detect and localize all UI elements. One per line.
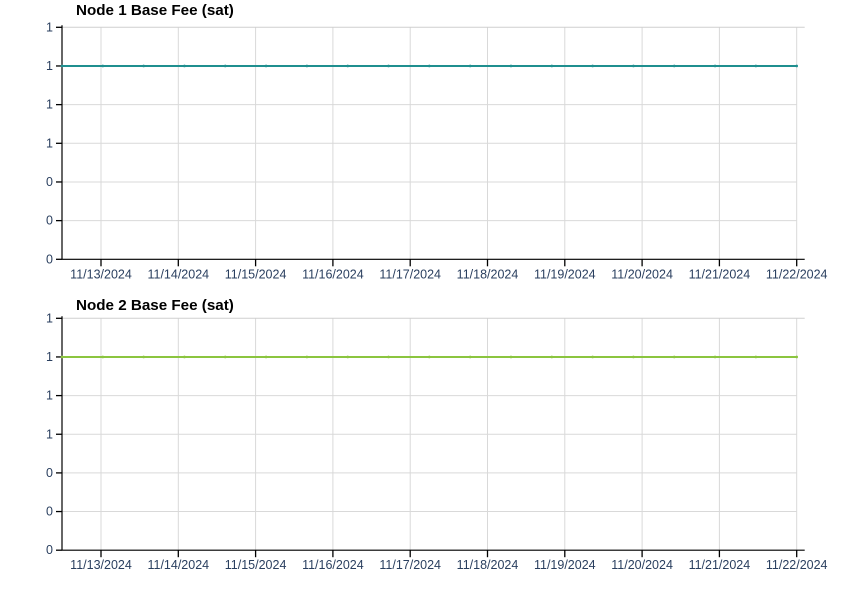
svg-text:11/21/2024: 11/21/2024: [689, 558, 751, 572]
svg-text:1: 1: [46, 59, 53, 73]
svg-text:11/17/2024: 11/17/2024: [379, 558, 441, 572]
svg-text:11/19/2024: 11/19/2024: [534, 558, 596, 572]
svg-text:1: 1: [46, 427, 53, 441]
svg-text:11/14/2024: 11/14/2024: [147, 558, 209, 572]
svg-text:1: 1: [46, 136, 53, 150]
svg-text:11/18/2024: 11/18/2024: [457, 558, 519, 572]
svg-text:0: 0: [46, 175, 53, 189]
svg-text:11/17/2024: 11/17/2024: [379, 267, 441, 281]
svg-text:11/22/2024: 11/22/2024: [766, 558, 828, 572]
svg-text:11/21/2024: 11/21/2024: [689, 267, 751, 281]
svg-text:1: 1: [46, 311, 53, 325]
svg-text:11/15/2024: 11/15/2024: [225, 558, 287, 572]
svg-text:1: 1: [46, 389, 53, 403]
svg-text:0: 0: [46, 214, 53, 228]
svg-text:11/18/2024: 11/18/2024: [457, 267, 519, 281]
svg-text:11/13/2024: 11/13/2024: [70, 267, 132, 281]
svg-text:11/16/2024: 11/16/2024: [302, 267, 364, 281]
svg-text:11/16/2024: 11/16/2024: [302, 558, 364, 572]
svg-text:11/19/2024: 11/19/2024: [534, 267, 596, 281]
svg-text:1: 1: [46, 98, 53, 112]
svg-text:11/14/2024: 11/14/2024: [147, 267, 209, 281]
svg-text:0: 0: [46, 543, 53, 557]
svg-text:11/20/2024: 11/20/2024: [611, 267, 673, 281]
svg-text:1: 1: [46, 20, 53, 34]
svg-text:11/22/2024: 11/22/2024: [766, 267, 828, 281]
svg-text:0: 0: [46, 466, 53, 480]
svg-text:0: 0: [46, 252, 53, 266]
svg-text:11/15/2024: 11/15/2024: [225, 267, 287, 281]
svg-text:11/20/2024: 11/20/2024: [611, 558, 673, 572]
svg-text:1: 1: [46, 350, 53, 364]
svg-text:11/13/2024: 11/13/2024: [70, 558, 132, 572]
svg-text:0: 0: [46, 505, 53, 519]
